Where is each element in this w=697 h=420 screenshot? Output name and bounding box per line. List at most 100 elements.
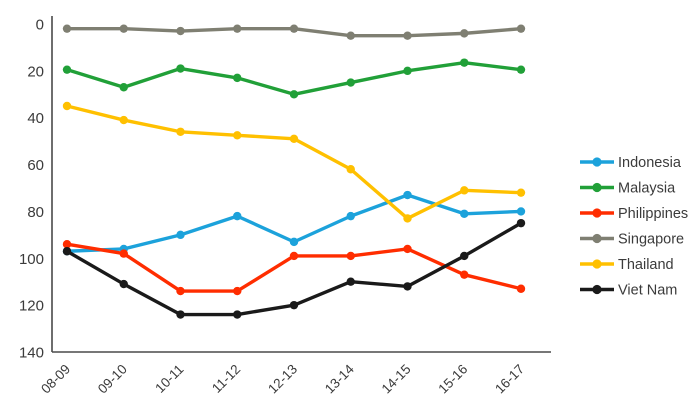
- data-point: [119, 83, 128, 92]
- data-point: [460, 58, 469, 67]
- x-axis-tick: 10-11: [152, 362, 186, 396]
- data-point: [62, 101, 72, 111]
- data-point: [119, 24, 128, 33]
- series-malaysia: [62, 58, 526, 99]
- legend-item-singapore[interactable]: Singapore: [580, 231, 684, 247]
- series-viet-nam: [62, 218, 526, 319]
- data-point: [346, 165, 355, 174]
- x-axis-tick: 09-10: [95, 362, 130, 397]
- x-axis-tick: 08-09: [38, 362, 73, 397]
- data-point: [460, 251, 469, 261]
- data-point: [346, 31, 355, 40]
- x-axis-tick: 14-15: [379, 362, 414, 397]
- data-point: [119, 115, 128, 125]
- series-line: [65, 60, 523, 96]
- x-axis-tick: 11-12: [209, 362, 243, 396]
- data-point: [233, 131, 242, 140]
- data-point: [176, 310, 185, 319]
- data-point: [289, 134, 299, 143]
- legend-marker-icon: [592, 233, 602, 244]
- data-point: [233, 73, 242, 83]
- y-axis-tick: 60: [27, 157, 44, 174]
- legend-label: Viet Nam: [618, 282, 677, 298]
- data-point: [403, 66, 412, 76]
- series-thailand: [62, 101, 526, 223]
- y-axis-tick: 120: [19, 298, 44, 315]
- legend-item-viet-nam[interactable]: Viet Nam: [580, 282, 677, 298]
- chart-axes: [51, 16, 551, 353]
- data-point: [346, 277, 355, 286]
- x-axis-tick: 12-13: [265, 362, 300, 397]
- series-indonesia: [62, 190, 526, 256]
- data-point: [119, 249, 128, 258]
- data-point: [346, 211, 355, 221]
- y-axis-tick: 20: [27, 63, 44, 80]
- data-point: [62, 240, 72, 249]
- data-point: [460, 29, 469, 38]
- legend-label: Indonesia: [618, 155, 682, 171]
- data-point: [516, 207, 526, 216]
- y-axis-tick-labels: 0 20 40 60 80 100 120 140: [19, 17, 44, 362]
- data-point: [62, 247, 72, 256]
- legend-item-thailand[interactable]: Thailand: [580, 257, 674, 273]
- data-point: [233, 211, 242, 221]
- x-axis-tick: 16-17: [492, 362, 527, 397]
- legend-item-philippines[interactable]: Philippines: [580, 206, 688, 222]
- y-axis-tick: 40: [27, 110, 44, 127]
- legend-marker-icon: [592, 284, 602, 295]
- legend-label: Philippines: [618, 206, 688, 222]
- legend-marker-icon: [592, 259, 602, 269]
- data-point: [233, 24, 242, 33]
- data-point: [460, 270, 469, 279]
- data-point: [176, 230, 185, 240]
- legend-label: Thailand: [618, 257, 674, 273]
- x-axis-tick-labels: 08-09 09-10 10-11 11-12 12-13 13-14 14-15 15-16…: [38, 361, 527, 396]
- chart-series-layer: [62, 24, 526, 319]
- series-line: [65, 104, 523, 221]
- data-point: [176, 64, 185, 73]
- data-point: [176, 26, 185, 36]
- data-point: [62, 65, 72, 74]
- data-point: [176, 286, 185, 296]
- legend-label: Singapore: [618, 231, 684, 247]
- data-point: [233, 310, 242, 319]
- data-point: [346, 251, 355, 261]
- data-point: [403, 190, 412, 200]
- legend-marker-icon: [592, 208, 602, 218]
- legend-item-indonesia[interactable]: Indonesia: [580, 155, 682, 171]
- series-line: [65, 242, 523, 293]
- data-point: [119, 279, 128, 289]
- data-point: [516, 218, 526, 228]
- y-axis-tick: 100: [19, 251, 44, 268]
- legend-label: Malaysia: [618, 180, 676, 196]
- data-point: [516, 65, 526, 74]
- data-point: [346, 78, 355, 87]
- data-point: [460, 186, 469, 195]
- x-axis-tick: 13-14: [322, 361, 357, 396]
- data-point: [516, 188, 526, 197]
- data-point: [403, 244, 412, 254]
- data-point: [233, 286, 242, 296]
- y-axis-tick: 140: [19, 345, 44, 362]
- data-point: [516, 24, 526, 33]
- data-point: [516, 284, 526, 293]
- data-point: [403, 31, 412, 40]
- y-axis-tick: 0: [36, 17, 44, 34]
- data-point: [403, 214, 412, 223]
- data-point: [62, 24, 72, 33]
- data-point: [289, 251, 299, 261]
- data-point: [289, 24, 299, 33]
- series-singapore: [62, 24, 526, 40]
- legend-marker-icon: [592, 157, 602, 167]
- x-axis-tick: 15-16: [435, 362, 470, 397]
- legend-item-malaysia[interactable]: Malaysia: [580, 180, 676, 196]
- data-point: [460, 209, 469, 218]
- data-point: [289, 237, 299, 247]
- data-point: [289, 90, 299, 99]
- chart-legend: Indonesia Malaysia Philippines Singapore Tha…: [580, 155, 688, 298]
- data-point: [403, 282, 412, 291]
- data-point: [176, 127, 185, 136]
- y-axis-tick: 80: [27, 204, 44, 221]
